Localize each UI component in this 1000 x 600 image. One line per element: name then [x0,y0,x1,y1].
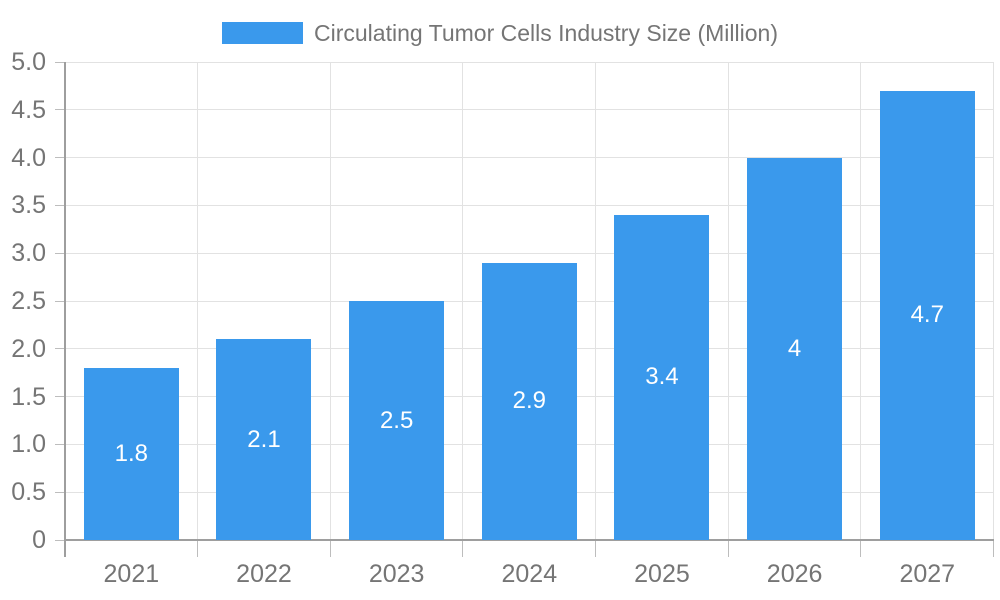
legend-label: Circulating Tumor Cells Industry Size (M… [314,19,778,46]
y-axis-tick [55,252,65,254]
x-axis-tick [595,540,597,557]
gridline-horizontal [65,109,994,111]
x-axis-category-label: 2027 [899,560,956,588]
y-axis-tick-label: 4.0 [11,143,46,172]
x-axis-tick [329,540,331,557]
y-axis-line [64,62,66,557]
x-axis-category-label: 2023 [368,560,425,588]
bar-value-label: 1.8 [114,439,149,467]
x-axis-category-label: 2022 [236,560,292,588]
gridline-vertical [993,62,995,540]
y-axis-tick [55,491,65,493]
gridline-horizontal [65,204,994,206]
y-axis-tick [55,204,65,206]
bar-value-label: 3.4 [645,363,679,391]
bar-value-label: 2.5 [379,406,414,434]
y-axis-tick [55,300,65,302]
y-axis-tick-label: 5.0 [11,48,46,76]
y-axis-tick-label: 4.5 [11,95,46,124]
y-axis-tick-label: 3.5 [11,191,46,220]
y-axis-tick [55,539,65,541]
y-axis-tick-label: 2.5 [11,287,46,315]
gridline-vertical [727,62,729,540]
x-axis-tick [860,540,862,557]
y-axis-tick-label: 3.0 [11,239,46,268]
bar-value-label: 2.1 [247,425,281,453]
bar-2022 [216,339,312,540]
x-axis-category-label: 2021 [103,560,160,588]
x-axis-category-label: 2026 [766,560,823,588]
bar-2025 [614,214,710,540]
y-axis-tick-label: 1.0 [11,430,46,459]
gridline-vertical [860,62,862,540]
bar-2023 [349,301,445,540]
y-axis-tick [55,157,65,159]
bar-value-label: 4 [787,334,802,362]
y-axis-tick-label: 2.0 [11,334,46,363]
gridline-horizontal [65,157,994,159]
y-axis-tick-label: 0 [32,526,46,554]
bar-2021 [83,367,179,540]
y-axis-tick [55,396,65,398]
legend-swatch [222,22,304,44]
gridline-vertical [595,62,597,540]
bar-value-label: 4.7 [910,301,944,329]
y-axis-tick-label: 1.5 [11,382,46,411]
gridline-vertical [197,62,199,540]
y-axis-tick [55,348,65,350]
x-axis-line [65,539,994,541]
bar-value-label: 2.9 [512,387,546,415]
x-axis-tick [197,540,199,557]
x-axis-tick [727,540,729,557]
y-axis-tick [55,109,65,111]
x-axis-tick [462,540,464,557]
y-axis-tick [55,61,65,63]
legend-item[interactable]: Circulating Tumor Cells Industry Size (M… [0,14,1000,52]
gridline-vertical [462,62,464,540]
bar-2027 [879,90,975,540]
gridline-horizontal [65,252,994,254]
y-axis-tick [55,443,65,445]
x-axis-category-label: 2025 [634,560,690,588]
y-axis-tick-label: 0.5 [11,478,46,507]
gridline-vertical [329,62,331,540]
bar-2024 [481,262,577,540]
x-axis-category-label: 2024 [501,560,558,588]
x-axis-tick [993,540,995,557]
gridline-horizontal [65,61,994,63]
bar-2026 [747,157,843,540]
